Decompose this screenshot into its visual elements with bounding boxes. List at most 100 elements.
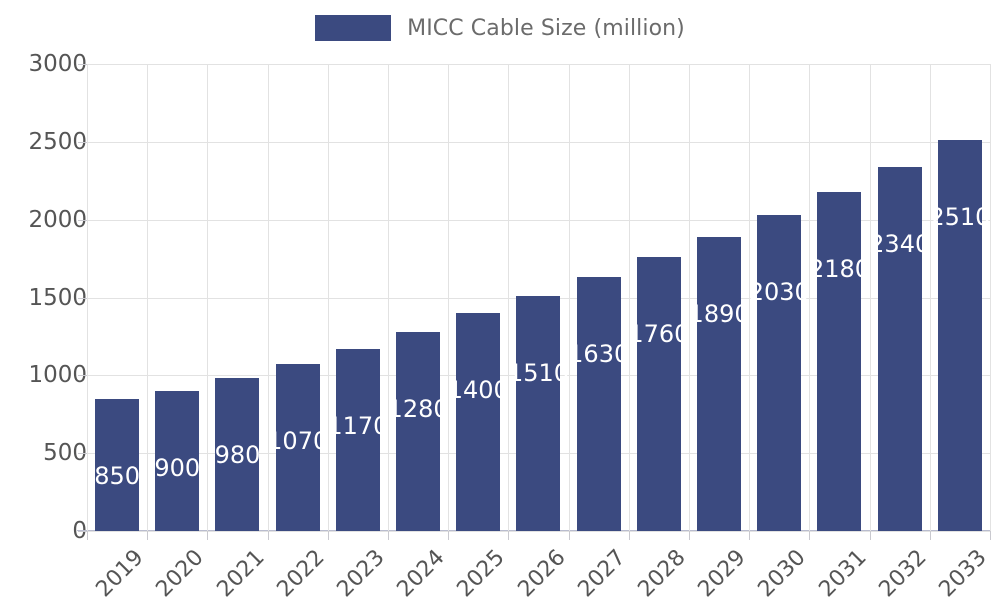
bar-slot[interactable]: 1630: [568, 64, 629, 531]
bar-slot[interactable]: 1280: [388, 64, 449, 531]
x-axis-tick-label: 2023: [332, 545, 390, 600]
x-axis-tick-mark: [388, 531, 389, 540]
x-axis-tick-mark: [749, 531, 750, 540]
x-axis-tick-label: 2033: [934, 545, 992, 600]
x-axis-tick-label: 2029: [693, 545, 751, 600]
legend-swatch-micc-cable-size: [315, 15, 392, 41]
y-axis-tick-label: 3000: [28, 51, 87, 77]
y-axis-tick-label: 1500: [28, 284, 87, 311]
y-axis: 0 500 1000 1500 2000 2500 3000: [0, 51, 87, 544]
x-axis-labels: 2019 2020 2021 2022 2023 2024 2025 2026 2027 2028…: [87, 541, 992, 600]
x-axis-tick-label: 2025: [452, 545, 510, 600]
bar[interactable]: [757, 215, 802, 531]
bar[interactable]: [697, 236, 742, 531]
x-gridline: [388, 64, 389, 531]
bar-slot[interactable]: 1070: [267, 64, 328, 531]
x-axis-tick-mark: [328, 531, 329, 540]
x-gridline: [147, 64, 148, 531]
y-axis-tick-mark: [78, 453, 87, 455]
y-axis-tick-label: 500: [43, 440, 87, 467]
bar[interactable]: [516, 295, 561, 531]
y-gridline: [87, 64, 990, 65]
x-axis-tick-mark: [870, 531, 871, 540]
x-axis-tick-mark: [689, 531, 690, 540]
bar-slot[interactable]: 1760: [628, 64, 689, 531]
y-axis-tick-mark: [78, 141, 87, 143]
bar[interactable]: [215, 378, 260, 531]
x-gridline: [629, 64, 630, 531]
y-axis-tick-label: 1000: [28, 362, 87, 389]
x-axis-tick-label: 2020: [151, 545, 209, 600]
y-gridline: [87, 531, 990, 532]
y-gridline: [87, 141, 990, 143]
bar-slot[interactable]: 2340: [869, 64, 930, 531]
x-gridline: [809, 64, 810, 531]
x-gridline: [328, 64, 329, 531]
x-gridline: [448, 64, 449, 531]
x-axis-tick-mark: [990, 531, 991, 540]
x-gridline: [268, 64, 269, 531]
bar-slot[interactable]: 1170: [327, 64, 388, 531]
bar[interactable]: [275, 364, 320, 531]
x-axis-tick-label: 2030: [753, 545, 811, 600]
x-gridline: [930, 64, 931, 531]
y-axis-tick-mark: [78, 375, 87, 377]
x-axis-tick-mark: [569, 531, 570, 540]
bar[interactable]: [636, 257, 681, 531]
x-axis-tick-label: 2022: [272, 545, 330, 600]
bar[interactable]: [817, 191, 862, 531]
x-axis-tick-mark: [809, 531, 810, 540]
x-gridline: [749, 64, 750, 531]
bar[interactable]: [155, 390, 200, 531]
bar-slot[interactable]: 850: [87, 64, 147, 531]
bar-slot[interactable]: 1890: [689, 64, 750, 531]
x-gridline: [990, 64, 991, 531]
y-axis-tick-label: 2500: [28, 128, 87, 155]
x-axis-tick-mark: [629, 531, 630, 540]
x-gridline: [569, 64, 570, 531]
y-axis-tick-mark: [78, 297, 87, 299]
x-axis-tick-mark: [87, 531, 88, 540]
x-axis-tick-mark: [508, 531, 509, 540]
x-gridline: [870, 64, 871, 531]
bar[interactable]: [877, 166, 922, 531]
chart-legend: MICC Cable Size (million): [0, 12, 1000, 44]
x-axis-tick-label: 2032: [874, 545, 932, 600]
y-axis-tick-label: 2000: [28, 206, 87, 233]
x-axis-tick-label: 2026: [512, 545, 571, 600]
x-gridline: [87, 64, 88, 531]
bar-slot[interactable]: 2510: [929, 64, 990, 531]
bar[interactable]: [937, 140, 982, 531]
bar-slot[interactable]: 980: [207, 64, 267, 531]
x-axis-tick-mark: [207, 531, 208, 540]
x-gridline: [207, 64, 208, 531]
x-axis-tick-label: 2021: [211, 545, 270, 600]
x-axis-tick-mark: [268, 531, 269, 540]
bar-slot[interactable]: 2030: [749, 64, 810, 531]
x-gridline: [508, 64, 509, 531]
bar-slot[interactable]: 1510: [508, 64, 569, 531]
x-axis-tick-mark: [448, 531, 449, 540]
bar[interactable]: [335, 348, 380, 531]
legend-label-micc-cable-size: MICC Cable Size (million): [407, 15, 685, 41]
y-gridline: [87, 219, 990, 221]
bar[interactable]: [396, 331, 441, 531]
x-axis-tick-label: 2027: [573, 545, 631, 600]
x-axis-tick-label: 2019: [91, 545, 149, 600]
y-axis-tick-marks: [78, 64, 87, 532]
bar-slot[interactable]: 2180: [809, 64, 870, 531]
y-axis-tick-label: 0: [15, 518, 87, 544]
x-axis-tick-label: 2024: [392, 545, 450, 600]
bar[interactable]: [576, 277, 621, 531]
y-axis-tick-mark: [78, 531, 87, 532]
bar[interactable]: [95, 398, 140, 531]
x-axis-tick-label: 2028: [633, 545, 691, 600]
bar[interactable]: [456, 313, 501, 531]
x-axis-tick-mark: [147, 531, 148, 540]
bar-slot[interactable]: 1400: [448, 64, 509, 531]
bar-slot[interactable]: 900: [147, 64, 207, 531]
x-axis-tick-mark: [930, 531, 931, 540]
x-gridline: [689, 64, 690, 531]
plot-area: 850 900 980 1070 1170 1280 1400 1510 1630 1760 189…: [77, 64, 991, 532]
